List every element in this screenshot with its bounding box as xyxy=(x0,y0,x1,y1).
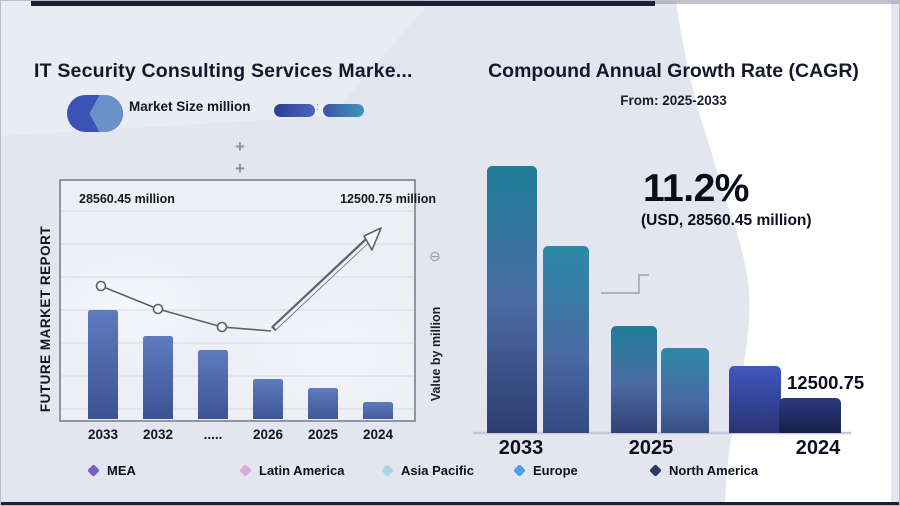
legend-label: Asia Pacific xyxy=(401,463,474,478)
left-chart-title: IT Security Consulting Services Marke... xyxy=(34,60,413,82)
step-line-icon xyxy=(601,274,649,294)
market-size-bar xyxy=(198,350,228,419)
legend-diamond-icon xyxy=(87,464,100,477)
cagr-bar-2025 xyxy=(611,326,657,433)
region-legend: MEA Latin America Asia Pacific Europe North … xyxy=(1,463,899,491)
brand-logo-icon xyxy=(67,95,123,132)
legend-label: North America xyxy=(669,463,759,478)
legend-item-asia-pacific: Asia Pacific xyxy=(381,463,474,478)
x-tick-label: 2025 xyxy=(628,437,674,459)
top-border-strip-right xyxy=(655,1,899,4)
cagr-value: 11.2% xyxy=(643,167,749,210)
bottom-border-strip xyxy=(1,502,899,505)
start-value-label: 28560.45 million xyxy=(79,192,175,206)
gridlines xyxy=(61,210,414,410)
x-tick-label: 2025 xyxy=(307,427,339,442)
circled-minus-icon: ⊖ xyxy=(429,248,441,264)
value-axis-label: Value by million xyxy=(429,306,443,402)
legend-pill-blue-icon xyxy=(274,104,315,117)
legend-diamond-icon xyxy=(381,464,394,477)
plus-icon: + xyxy=(235,137,245,156)
cagr-subtitle: From: 2025-2033 xyxy=(620,93,727,108)
x-tick-label: 2033 xyxy=(498,437,544,459)
cagr-2024-data-label: 12500.75 xyxy=(787,372,865,393)
cagr-bars xyxy=(487,166,841,433)
cagr-bar-2025 xyxy=(661,348,709,433)
legend-diamond-icon xyxy=(649,464,662,477)
market-size-bar xyxy=(363,402,393,419)
vertical-watermark-text: FUTURE MARKET REPORT xyxy=(38,225,53,413)
legend-diamond-icon xyxy=(513,464,526,477)
pill-separator: : xyxy=(316,101,320,113)
trend-arrow xyxy=(95,227,382,333)
legend-label: Latin America xyxy=(259,463,345,478)
cagr-bar-2033 xyxy=(543,246,589,433)
legend-item-mea: MEA xyxy=(87,463,136,478)
x-tick-label: 2026 xyxy=(252,427,284,442)
market-size-bar xyxy=(88,310,118,419)
legend-item-north-america: North America xyxy=(649,463,759,478)
legend-label: MEA xyxy=(107,463,136,478)
cagr-title: Compound Annual Growth Rate (CAGR) xyxy=(488,60,859,82)
x-tick-label: 2033 xyxy=(87,427,119,442)
cagr-bar-2024 xyxy=(729,366,781,433)
x-tick-label: 2024 xyxy=(362,427,394,442)
plus-icon: + xyxy=(235,159,245,178)
market-size-bar xyxy=(308,388,338,419)
market-size-bars xyxy=(88,310,393,419)
legend-item-latin-america: Latin America xyxy=(239,463,345,478)
legend-item-europe: Europe xyxy=(513,463,578,478)
series-legend-label: Market Size million xyxy=(129,99,251,114)
top-border-strip xyxy=(31,1,655,6)
right-header: Compound Annual Growth Rate (CAGR) From:… xyxy=(471,60,876,108)
x-tick-label: 2032 xyxy=(142,427,174,442)
x-tick-label: 2024 xyxy=(795,437,841,459)
market-size-bar xyxy=(143,336,173,419)
cagr-note: (USD, 28560.45 million) xyxy=(641,212,812,229)
x-tick-label: ..... xyxy=(203,427,223,442)
cagr-bar-2024 xyxy=(779,398,841,433)
cagr-bar-2033 xyxy=(487,166,537,433)
market-size-plot xyxy=(61,210,414,419)
cagr-chart xyxy=(473,166,851,435)
legend-diamond-icon xyxy=(239,464,252,477)
legend-label: Europe xyxy=(533,463,578,478)
market-size-bar xyxy=(253,379,283,419)
market-size-chart: 28560.45 million 12500.75 million xyxy=(59,179,436,422)
end-value-label: 12500.75 million xyxy=(340,192,436,206)
legend-pill-teal-icon xyxy=(323,104,364,117)
